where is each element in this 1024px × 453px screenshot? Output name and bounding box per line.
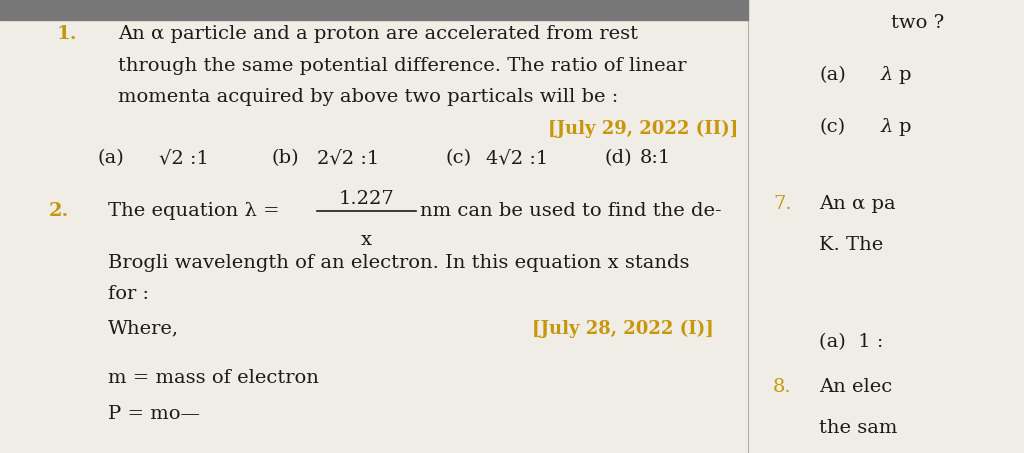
Text: (a): (a) [97, 149, 124, 168]
Text: m = mass of electron: m = mass of electron [108, 369, 318, 387]
Bar [0, 0, 748, 20]
Text: 1.: 1. [56, 25, 77, 43]
Text: (a): (a) [819, 66, 846, 84]
Text: 4√2 :1: 4√2 :1 [486, 149, 549, 168]
Text: 7.: 7. [773, 195, 792, 213]
Text: K. The: K. The [819, 236, 884, 254]
Text: 1.227: 1.227 [339, 190, 394, 208]
Text: p: p [898, 66, 910, 84]
Text: An α particle and a proton are accelerated from rest: An α particle and a proton are accelerat… [118, 25, 638, 43]
Text: (c): (c) [819, 118, 846, 136]
Text: nm can be used to find the de-: nm can be used to find the de- [420, 202, 722, 220]
Text: [July 28, 2022 (I)]: [July 28, 2022 (I)] [532, 319, 714, 337]
Text: x: x [361, 231, 372, 249]
Text: λ: λ [881, 118, 893, 136]
Text: (a)  1 :: (a) 1 : [819, 333, 884, 351]
Text: (c): (c) [445, 149, 472, 168]
Text: 8:1: 8:1 [640, 149, 672, 168]
Text: [July 29, 2022 (II)]: [July 29, 2022 (II)] [548, 120, 738, 138]
Text: momenta acquired by above two particals will be :: momenta acquired by above two particals … [118, 88, 618, 106]
Text: (d): (d) [604, 149, 632, 168]
Text: Brogli wavelength of an electron. In this equation x stands: Brogli wavelength of an electron. In thi… [108, 254, 689, 272]
Text: two ?: two ? [891, 14, 944, 32]
Text: 2√2 :1: 2√2 :1 [317, 149, 380, 168]
Text: 8.: 8. [773, 378, 792, 396]
Text: Where,: Where, [108, 319, 178, 337]
Text: p: p [898, 118, 910, 136]
Text: (b): (b) [271, 149, 299, 168]
Text: √2 :1: √2 :1 [159, 149, 209, 168]
Text: An α pa: An α pa [819, 195, 896, 213]
Text: for :: for : [108, 285, 148, 304]
Text: P = mo—: P = mo— [108, 405, 200, 424]
Text: λ: λ [881, 66, 893, 84]
Text: The equation λ =: The equation λ = [108, 202, 280, 220]
Text: through the same potential difference. The ratio of linear: through the same potential difference. T… [118, 57, 686, 75]
Text: An elec: An elec [819, 378, 893, 396]
Text: 2.: 2. [49, 202, 70, 220]
Text: the sam: the sam [819, 419, 898, 437]
